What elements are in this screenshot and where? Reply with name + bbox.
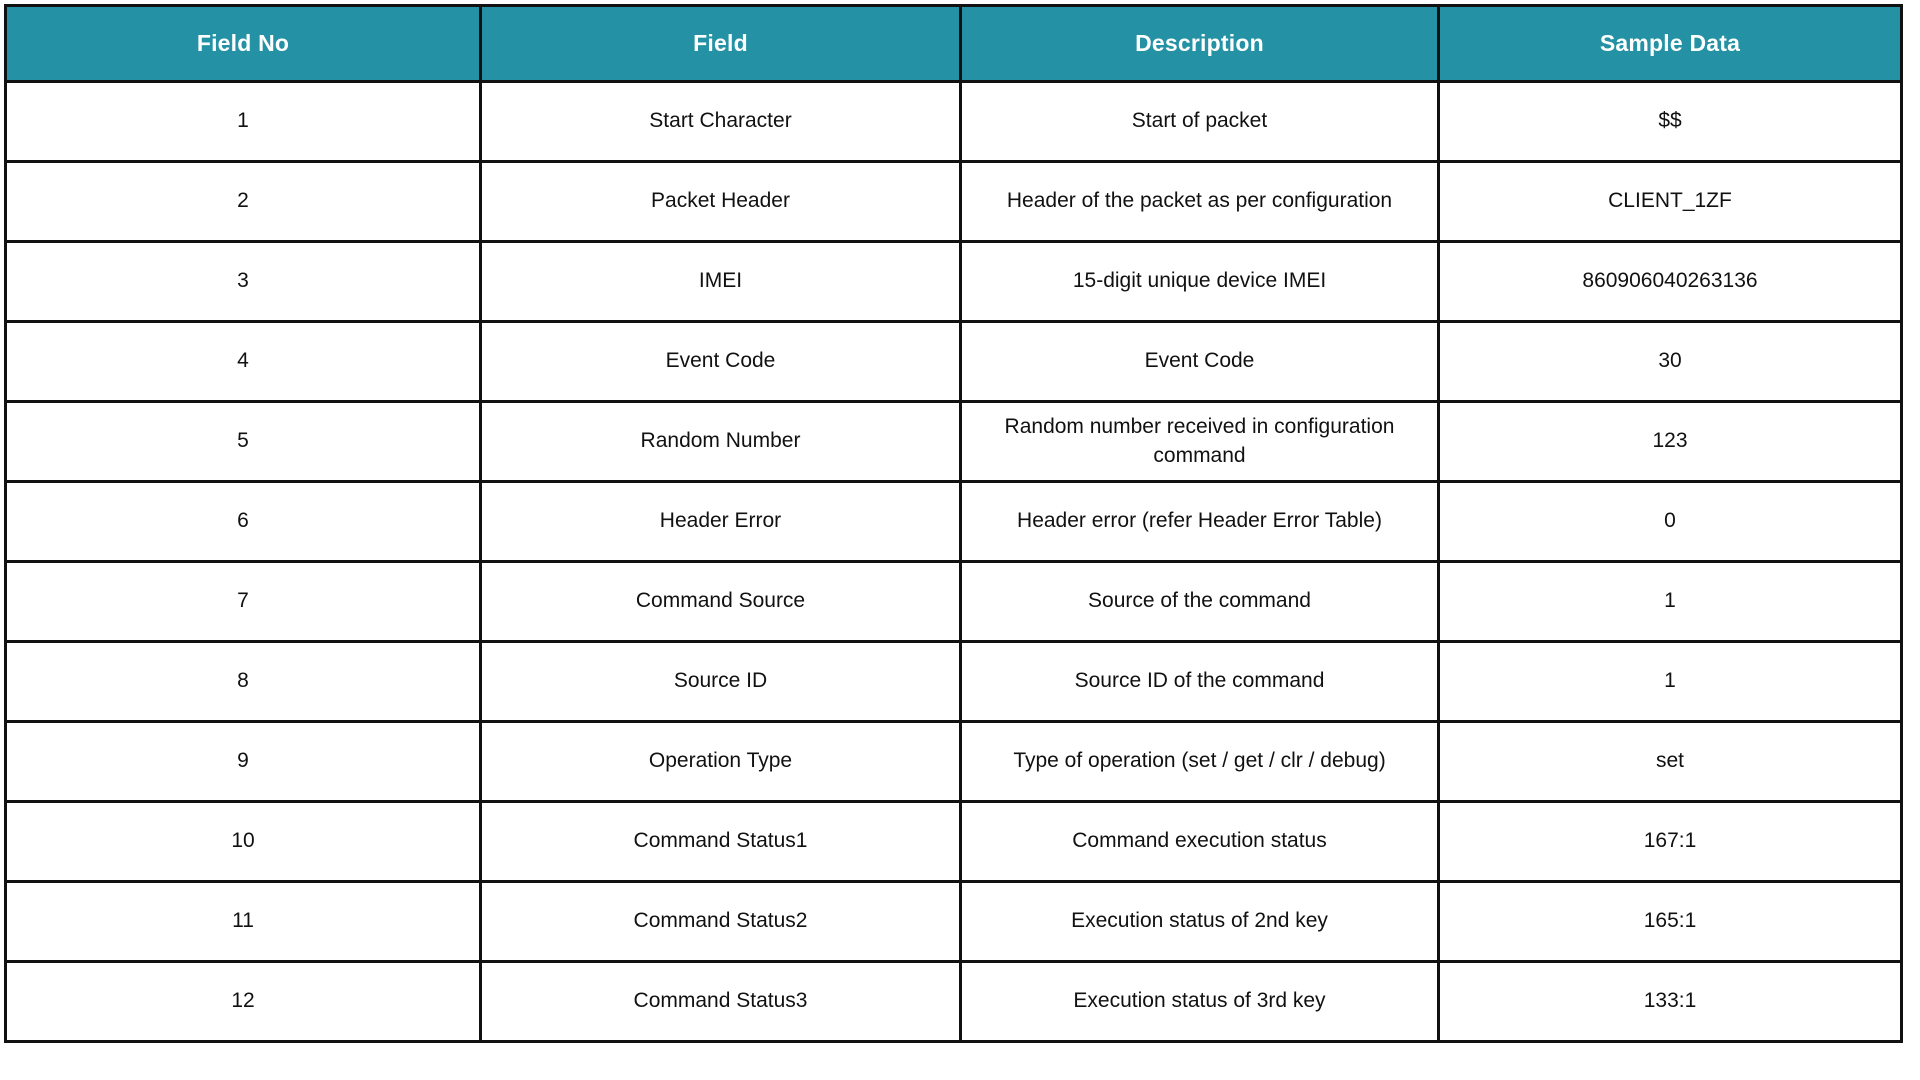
table-row: 2 Packet Header Header of the packet as pe… [4,160,1903,243]
cell-field: Event Code [479,320,962,403]
cell-field: Start Character [479,80,962,163]
cell-description: Header of the packet as per configuratio… [959,160,1440,243]
cell-description: Source ID of the command [959,640,1440,723]
table-row: 1 Start Character Start of packet $$ [4,80,1903,163]
table-row: 9 Operation Type Type of operation (set / … [4,720,1903,803]
table-row: 3 IMEI 15-digit unique device IMEI 86090604… [4,240,1903,323]
cell-sample-data: set [1437,720,1903,803]
table-body: 1 Start Character Start of packet $$ 2 Packet… [4,80,1903,1043]
cell-field-no: 1 [4,80,482,163]
cell-field: Command Status3 [479,960,962,1043]
cell-field-no: 2 [4,160,482,243]
cell-field-no: 10 [4,800,482,883]
cell-field: Packet Header [479,160,962,243]
cell-field-no: 4 [4,320,482,403]
cell-sample-data: 1 [1437,560,1903,643]
cell-field-no: 9 [4,720,482,803]
cell-sample-data: 0 [1437,480,1903,563]
cell-field-no: 12 [4,960,482,1043]
cell-sample-data: 133:1 [1437,960,1903,1043]
cell-sample-data: CLIENT_1ZF [1437,160,1903,243]
table-row: 10 Command Status1 Command execution statu… [4,800,1903,883]
cell-description: Start of packet [959,80,1440,163]
cell-field-no: 8 [4,640,482,723]
cell-description: Header error (refer Header Error Table) [959,480,1440,563]
cell-sample-data: $$ [1437,80,1903,163]
cell-field: Random Number [479,400,962,483]
cell-description: Command execution status [959,800,1440,883]
cell-sample-data: 165:1 [1437,880,1903,963]
table-row: 8 Source ID Source ID of the command 1 [4,640,1903,723]
cell-field: Source ID [479,640,962,723]
cell-sample-data: 860906040263136 [1437,240,1903,323]
column-header-field-no: Field No [4,4,482,83]
cell-field-no: 3 [4,240,482,323]
cell-field-no: 6 [4,480,482,563]
cell-field: Command Status2 [479,880,962,963]
cell-description: Execution status of 3rd key [959,960,1440,1043]
cell-sample-data: 1 [1437,640,1903,723]
column-header-description: Description [959,4,1440,83]
cell-field: IMEI [479,240,962,323]
table-row: 4 Event Code Event Code 30 [4,320,1903,403]
table-row: 5 Random Number Random number received in … [4,400,1903,483]
table-row: 7 Command Source Source of the command 1 [4,560,1903,643]
cell-field: Operation Type [479,720,962,803]
cell-field: Command Source [479,560,962,643]
packet-field-table-container: Field No Field Description Sample Data 1… [4,4,1903,1074]
cell-field-no: 5 [4,400,482,483]
table-header-row: Field No Field Description Sample Data [4,4,1903,83]
cell-sample-data: 30 [1437,320,1903,403]
cell-description: Event Code [959,320,1440,403]
cell-sample-data: 123 [1437,400,1903,483]
cell-field-no: 11 [4,880,482,963]
table-row: 6 Header Error Header error (refer Header … [4,480,1903,563]
column-header-sample-data: Sample Data [1437,4,1903,83]
table-row: 11 Command Status2 Execution status of 2nd… [4,880,1903,963]
cell-field: Header Error [479,480,962,563]
cell-description: Random number received in configuration … [959,400,1440,483]
packet-field-table: Field No Field Description Sample Data 1… [4,4,1903,1043]
cell-description: Execution status of 2nd key [959,880,1440,963]
cell-description: Source of the command [959,560,1440,643]
cell-description: 15-digit unique device IMEI [959,240,1440,323]
cell-field-no: 7 [4,560,482,643]
cell-description: Type of operation (set / get / clr / deb… [959,720,1440,803]
table-row: 12 Command Status3 Execution status of 3rd… [4,960,1903,1043]
table-header: Field No Field Description Sample Data [4,4,1903,83]
cell-field: Command Status1 [479,800,962,883]
cell-sample-data: 167:1 [1437,800,1903,883]
column-header-field: Field [479,4,962,83]
